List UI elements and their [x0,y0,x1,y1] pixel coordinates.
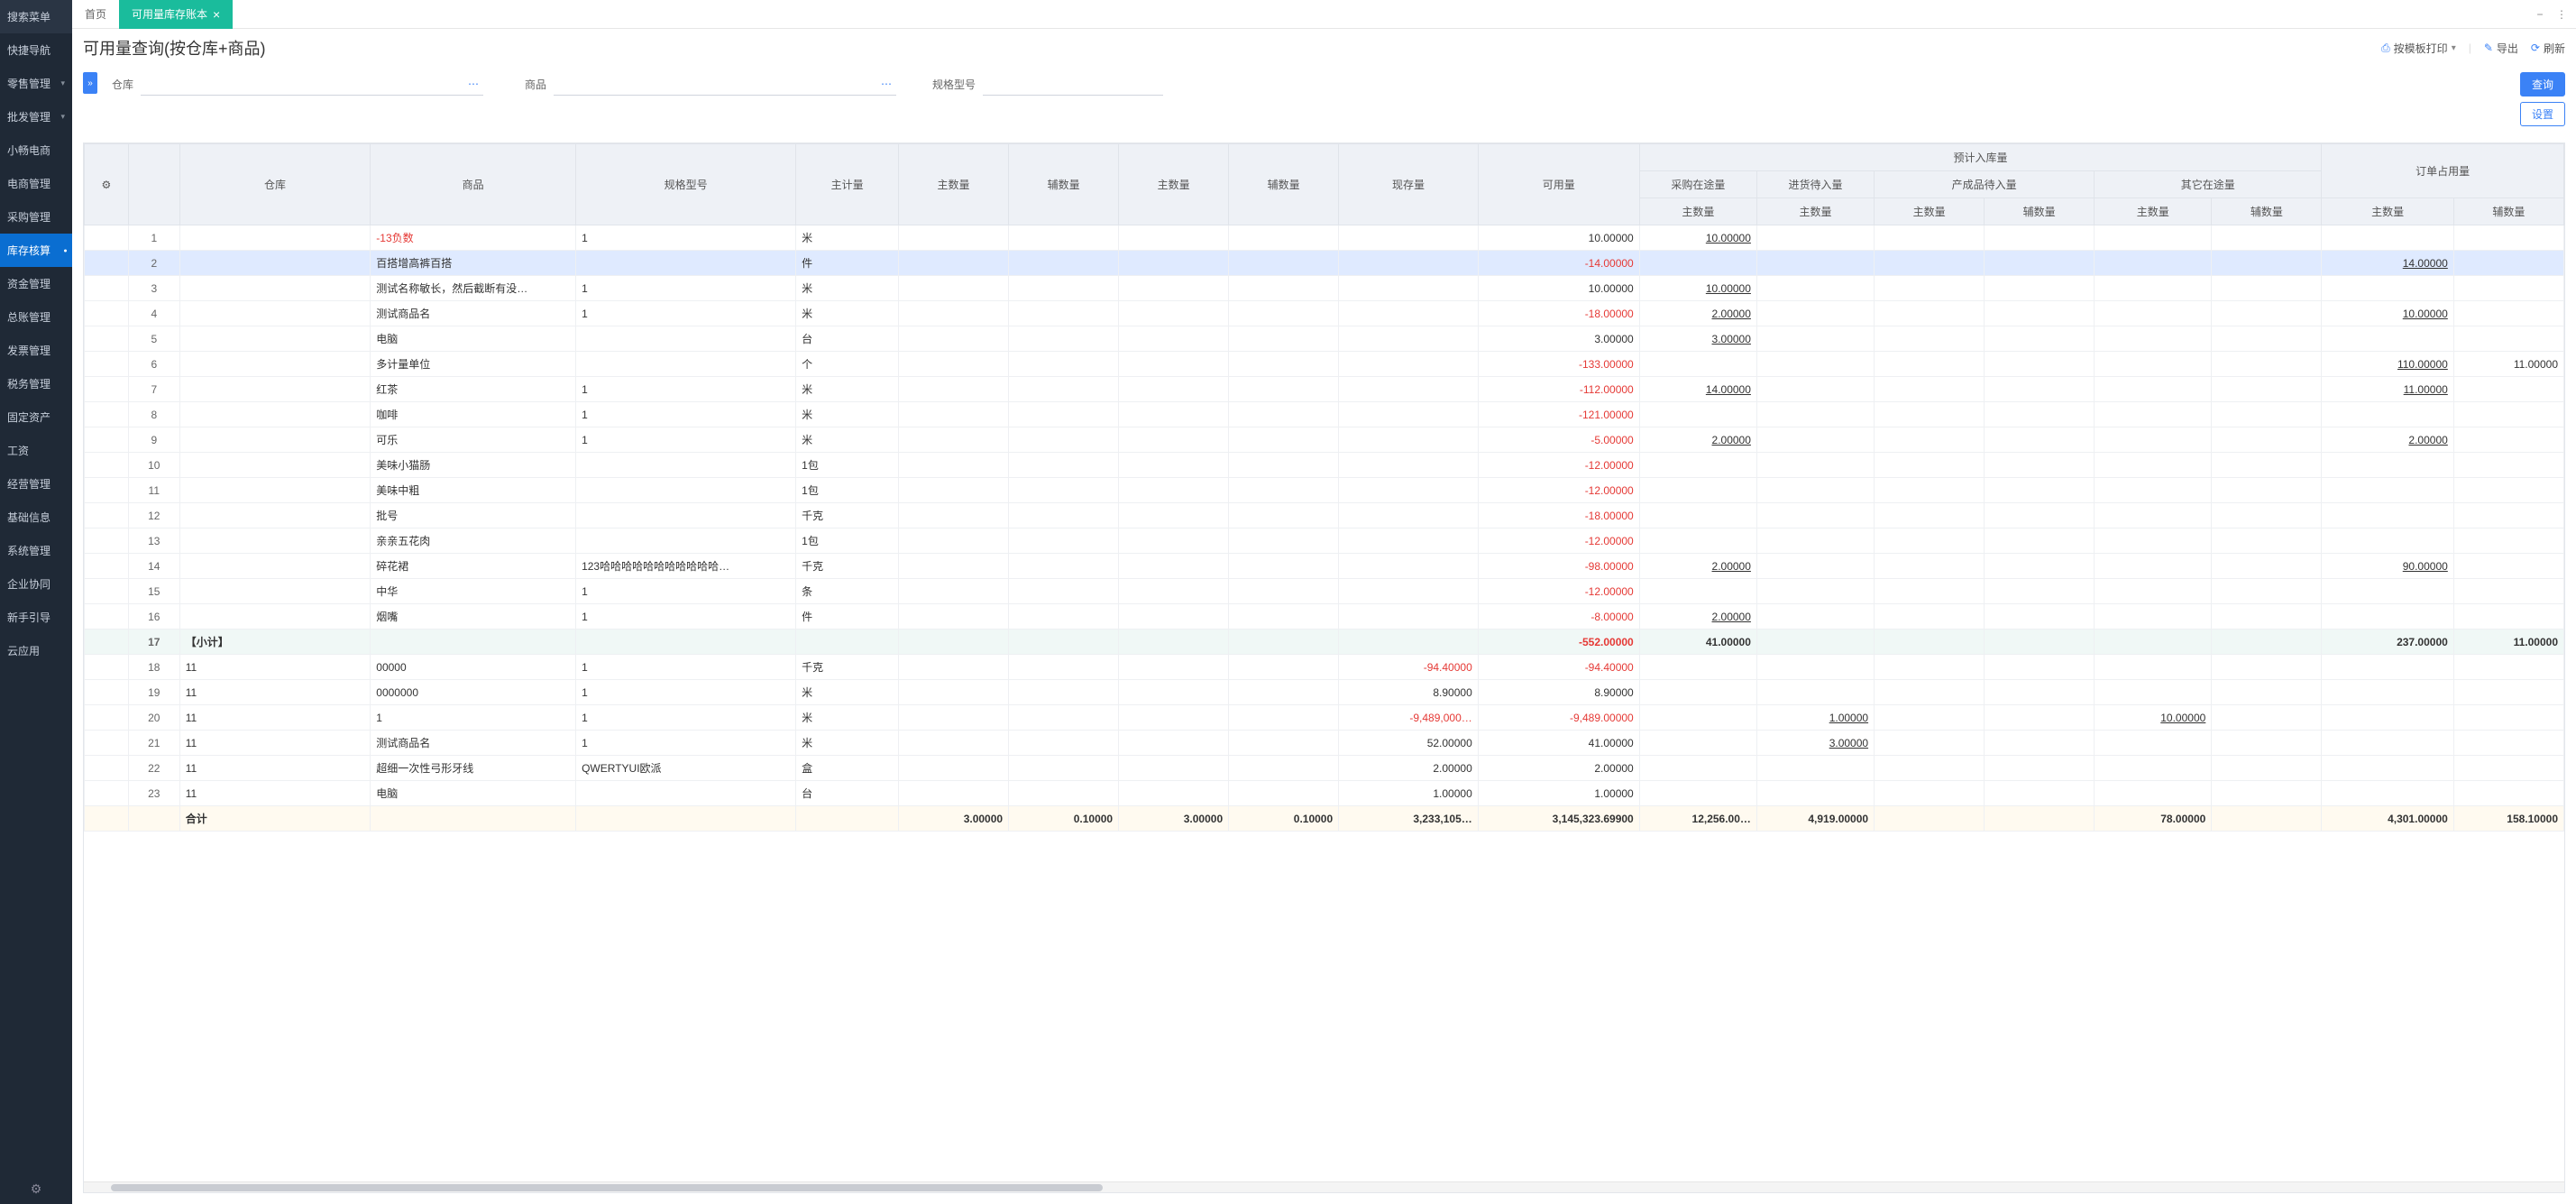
sidebar-item[interactable]: 快捷导航 [0,33,72,67]
export-button[interactable]: ✎ 导出 [2484,41,2518,56]
col-main-qty2[interactable]: 主数量 [1119,144,1229,225]
sidebar-item[interactable]: 零售管理▾ [0,67,72,100]
sidebar-item[interactable]: 新手引导 [0,601,72,634]
filter-product: 商品 ⋯ [519,72,896,96]
table-row[interactable]: 11美味中粗1包-12.00000 [85,478,2564,503]
sidebar-item[interactable]: 总账管理 [0,300,72,334]
sidebar-item[interactable]: 库存核算 [0,234,72,267]
table-row[interactable]: 4测试商品名1米-18.000002.0000010.00000 [85,301,2564,326]
horizontal-scrollbar[interactable] [84,1181,2564,1192]
col-finished-pending[interactable]: 产成品待入量 [1875,171,2095,198]
tab-bar: 首页 可用量库存账本 × − ⋮ [72,0,2576,29]
col-main-qty[interactable]: 主数量 [899,144,1009,225]
col-purchase-transit[interactable]: 采购在途量 [1639,171,1756,198]
col-spec[interactable]: 规格型号 [576,144,796,225]
table-row[interactable]: 7红茶1米-112.0000014.0000011.00000 [85,377,2564,402]
table-row[interactable]: 2百搭增高裤百搭件-14.0000014.00000 [85,251,2564,276]
sidebar-item[interactable]: 经营管理 [0,467,72,501]
sidebar-item[interactable]: 批发管理▾ [0,100,72,133]
table-container: ⚙ 仓库 商品 规格型号 主计量 主数量 辅数量 主数量 辅数量 现存量 可用量 [83,142,2565,1193]
table-row[interactable]: 16烟嘴1件-8.000002.00000 [85,604,2564,630]
sidebar-item[interactable]: 工资 [0,434,72,467]
title-bar: 可用量查询(按仓库+商品) ⎙ 按模板打印 ▾ | ✎ 导出 ⟳ 刷新 [72,29,2576,67]
table-row[interactable]: 15中华1条-12.00000 [85,579,2564,604]
tabs-more-icon[interactable]: ⋮ [2553,5,2571,23]
chevron-down-icon: ▾ [60,78,65,88]
table-row[interactable]: 3测试名称敏长，然后截断有没…1米10.0000010.00000 [85,276,2564,301]
col-aux-qty2[interactable]: 辅数量 [1229,144,1339,225]
spec-input[interactable] [983,72,1163,96]
table-row[interactable]: 13亲亲五花肉1包-12.00000 [85,528,2564,554]
sidebar-item[interactable]: 发票管理 [0,334,72,367]
sidebar-item[interactable]: 采购管理 [0,200,72,234]
data-table: ⚙ 仓库 商品 规格型号 主计量 主数量 辅数量 主数量 辅数量 现存量 可用量 [84,143,2564,832]
tab-label: 可用量库存账本 [132,0,207,29]
product-input[interactable]: ⋯ [554,72,896,96]
table-row[interactable]: 2311电脑台1.000001.00000 [85,781,2564,806]
sidebar-item[interactable]: 电商管理 [0,167,72,200]
collapse-button[interactable]: » [83,72,97,94]
table-row[interactable]: 1811000001千克-94.40000-94.40000 [85,655,2564,680]
print-button[interactable]: ⎙ 按模板打印 ▾ [2381,41,2456,56]
sidebar-item[interactable]: 固定资产 [0,400,72,434]
table-row[interactable]: 10美味小猫肠1包-12.00000 [85,453,2564,478]
chevron-down-icon: ▾ [2452,43,2456,53]
col-other-transit[interactable]: 其它在途量 [2095,171,2322,198]
tab-home[interactable]: 首页 [72,0,119,29]
sidebar-item[interactable]: 系统管理 [0,534,72,567]
sidebar-item[interactable]: 小畅电商 [0,133,72,167]
tab-active[interactable]: 可用量库存账本 × [119,0,233,29]
filter-spec: 规格型号 [932,72,1163,96]
setting-button[interactable]: 设置 [2520,102,2565,126]
col-warehouse[interactable]: 仓库 [179,144,371,225]
col-stock[interactable]: 现存量 [1339,144,1479,225]
col-order-occupy[interactable]: 订单占用量 [2322,144,2564,198]
print-icon: ⎙ [2381,41,2390,55]
table-row[interactable]: 191100000001米8.900008.90000 [85,680,2564,705]
table-row[interactable]: 12批号千克-18.00000 [85,503,2564,528]
col-unit[interactable]: 主计量 [796,144,899,225]
settings-icon[interactable]: ⚙ [31,1181,42,1196]
more-icon[interactable]: ⋯ [468,78,480,90]
sidebar-item[interactable]: 企业协同 [0,567,72,601]
close-icon[interactable]: × [213,0,220,29]
sidebar: 搜索菜单快捷导航零售管理▾批发管理▾小畅电商电商管理采购管理库存核算资金管理总账… [0,0,72,1204]
sidebar-item[interactable]: 基础信息 [0,501,72,534]
sidebar-item[interactable]: 税务管理 [0,367,72,400]
table-row[interactable]: 9可乐1米-5.000002.000002.00000 [85,427,2564,453]
refresh-button[interactable]: ⟳ 刷新 [2531,41,2565,56]
gear-icon[interactable]: ⚙ [85,144,129,225]
export-icon: ✎ [2484,41,2493,54]
table-row[interactable]: 201111米-9,489,000…-9,489.000001.0000010.… [85,705,2564,731]
warehouse-input[interactable]: ⋯ [141,72,483,96]
table-row[interactable]: 14碎花裙123哈哈哈哈哈哈哈哈哈哈哈…千克-98.000002.0000090… [85,554,2564,579]
refresh-icon: ⟳ [2531,41,2540,54]
chevron-down-icon: ▾ [60,112,65,122]
col-group-expected: 预计入库量 [1639,144,2322,171]
col-product[interactable]: 商品 [371,144,576,225]
table-row[interactable]: 2211超细一次性弓形牙线QWERTYUI欧派盒2.000002.00000 [85,756,2564,781]
col-aux-qty[interactable]: 辅数量 [1009,144,1119,225]
query-button[interactable]: 查询 [2520,72,2565,97]
table-row[interactable]: 6多计量单位个-133.00000110.0000011.00000 [85,352,2564,377]
sidebar-item[interactable]: 云应用 [0,634,72,667]
table-row[interactable]: 17【小计】-552.0000041.00000237.0000011.0000… [85,630,2564,655]
sidebar-footer: ⚙ [0,1174,72,1204]
tabs-minimize-icon[interactable]: − [2531,5,2549,23]
col-incoming-pending[interactable]: 进货待入量 [1756,171,1874,198]
table-row[interactable]: 2111测试商品名1米52.0000041.000003.00000 [85,731,2564,756]
more-icon[interactable]: ⋯ [881,78,893,90]
table-row[interactable]: 1-13负数1米10.0000010.00000 [85,225,2564,251]
table-row[interactable]: 8咖啡1米-121.00000 [85,402,2564,427]
page-title: 可用量查询(按仓库+商品) [83,36,266,60]
sidebar-item[interactable]: 搜索菜单 [0,0,72,33]
filter-bar: » 仓库 ⋯ 商品 ⋯ 规格型号 查询 设置 [72,67,2576,135]
table-row[interactable]: 5电脑台3.000003.00000 [85,326,2564,352]
sidebar-item[interactable]: 资金管理 [0,267,72,300]
total-row: 合计 3.00000 0.10000 3.00000 0.10000 3,233… [85,806,2564,832]
col-available[interactable]: 可用量 [1478,144,1639,225]
filter-warehouse: 仓库 ⋯ [106,72,483,96]
